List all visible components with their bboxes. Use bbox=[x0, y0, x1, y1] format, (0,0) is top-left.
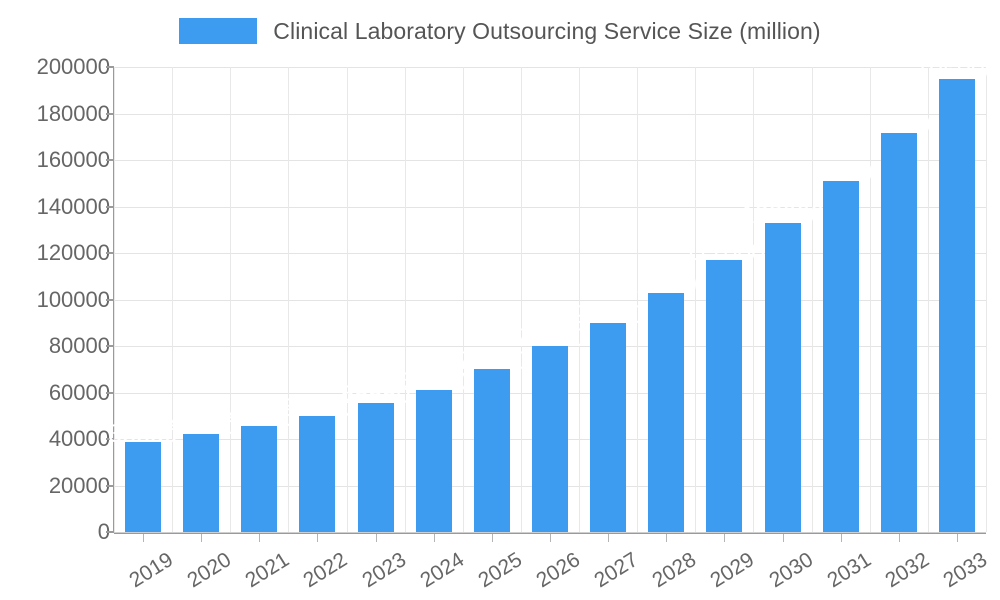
x-axis-tick-mark bbox=[259, 534, 261, 542]
bar[interactable] bbox=[764, 222, 801, 532]
y-axis-tick-mark bbox=[106, 112, 114, 115]
gridline bbox=[114, 113, 986, 115]
vertical-gridline bbox=[986, 67, 987, 532]
y-axis-tick-mark bbox=[106, 298, 114, 301]
x-axis-line bbox=[114, 532, 986, 534]
y-axis-tick-mark bbox=[106, 66, 114, 68]
x-axis-tick-label: 2030 bbox=[764, 548, 817, 593]
x-axis-tick-mark bbox=[143, 534, 145, 542]
x-axis-tick-mark bbox=[317, 534, 319, 542]
y-axis-tick-label: 160000 bbox=[36, 147, 110, 172]
vertical-gridline bbox=[114, 67, 115, 532]
vertical-gridline bbox=[869, 67, 871, 532]
gridline bbox=[114, 532, 986, 533]
y-axis-tick-mark bbox=[106, 205, 114, 208]
y-axis-tick-label: 140000 bbox=[36, 193, 110, 219]
gridline bbox=[114, 299, 986, 301]
y-axis-tick-mark bbox=[106, 391, 114, 394]
x-axis-tick-label: 2028 bbox=[648, 548, 701, 593]
x-axis-tick-mark bbox=[956, 534, 958, 542]
y-axis-tick-label: 100000 bbox=[36, 286, 110, 312]
y-axis-tick-label: 80000 bbox=[48, 333, 110, 358]
vertical-gridline bbox=[579, 67, 581, 532]
x-axis-tick-label: 2029 bbox=[706, 548, 759, 593]
bar[interactable] bbox=[299, 415, 336, 532]
x-axis-tick-label: 2024 bbox=[416, 548, 468, 593]
vertical-gridline bbox=[927, 67, 929, 532]
bar[interactable] bbox=[880, 133, 917, 532]
x-axis-tick-label: 2020 bbox=[183, 548, 236, 593]
x-axis-tick-label: 2033 bbox=[939, 548, 992, 593]
y-axis-tick-label: 0 bbox=[97, 519, 110, 544]
y-axis-tick-label: 180000 bbox=[36, 100, 110, 126]
x-axis-tick-mark bbox=[375, 534, 377, 542]
x-axis-tick-mark bbox=[491, 534, 493, 542]
y-axis-tick-label: 120000 bbox=[36, 240, 110, 265]
vertical-gridline bbox=[811, 67, 813, 532]
bar[interactable] bbox=[648, 292, 685, 532]
vertical-gridline bbox=[404, 67, 406, 532]
bar[interactable] bbox=[706, 259, 743, 532]
bar[interactable] bbox=[531, 346, 568, 532]
gridline bbox=[114, 67, 986, 68]
y-axis-tick-mark bbox=[106, 345, 114, 347]
legend-color-swatch bbox=[179, 18, 258, 44]
y-axis-tick-mark bbox=[106, 159, 114, 161]
y-axis-tick-mark bbox=[106, 252, 114, 254]
chart-legend: Clinical Laboratory Outsourcing Service … bbox=[0, 14, 1000, 48]
x-axis-tick-mark bbox=[666, 534, 668, 542]
x-axis-tick-mark bbox=[550, 534, 551, 542]
y-axis-tick-label: 60000 bbox=[48, 379, 110, 405]
y-axis-tick-label: 40000 bbox=[48, 426, 110, 451]
vertical-gridline bbox=[230, 67, 232, 532]
gridline bbox=[114, 206, 986, 208]
bar[interactable] bbox=[473, 369, 510, 532]
gridline bbox=[114, 160, 986, 161]
vertical-gridline bbox=[288, 67, 290, 532]
legend-label: Clinical Laboratory Outsourcing Service … bbox=[273, 17, 821, 44]
vertical-gridline bbox=[346, 67, 348, 532]
x-axis-tick-mark bbox=[782, 534, 784, 542]
vertical-gridline bbox=[695, 67, 697, 532]
x-axis-tick-label: 2027 bbox=[590, 548, 643, 593]
x-axis-tick-mark bbox=[840, 534, 842, 542]
vertical-gridline bbox=[462, 67, 464, 532]
x-axis-tick-mark bbox=[898, 534, 900, 542]
bar[interactable] bbox=[357, 402, 394, 532]
vertical-gridline bbox=[172, 67, 174, 532]
y-axis-tick-mark bbox=[106, 531, 114, 533]
y-axis-tick-label: 200000 bbox=[36, 54, 110, 79]
y-axis-tick-mark bbox=[106, 484, 114, 487]
x-axis-tick-label: 2019 bbox=[125, 548, 178, 593]
x-axis-tick-mark bbox=[201, 534, 203, 542]
bar[interactable] bbox=[183, 433, 220, 532]
x-axis-tick-label: 2021 bbox=[241, 548, 294, 593]
x-axis-tick-label: 2022 bbox=[299, 548, 352, 593]
plot-area: 38850 42200 45600 50050 55550 61150 70000 79950… bbox=[108, 57, 999, 533]
x-axis-tick-mark bbox=[608, 534, 610, 542]
bar[interactable] bbox=[590, 322, 627, 532]
x-axis-tick-label: 2023 bbox=[357, 548, 410, 593]
y-axis-tick-label: 20000 bbox=[48, 472, 110, 498]
bar[interactable] bbox=[822, 180, 859, 532]
bar[interactable] bbox=[938, 78, 975, 532]
vertical-gridline bbox=[753, 67, 755, 532]
x-axis-tick-label: 2026 bbox=[532, 548, 585, 593]
bar[interactable] bbox=[241, 425, 278, 532]
bar[interactable] bbox=[125, 441, 162, 532]
vertical-gridline bbox=[520, 67, 522, 532]
x-axis-tick-label: 2032 bbox=[881, 548, 933, 593]
x-axis-tick-label: 2031 bbox=[823, 548, 875, 593]
x-axis-tick-mark bbox=[724, 534, 726, 542]
x-axis-tick-label: 2025 bbox=[474, 548, 527, 593]
bar[interactable] bbox=[415, 389, 452, 532]
vertical-gridline bbox=[637, 67, 639, 532]
x-axis-tick-mark bbox=[433, 534, 435, 542]
gridline bbox=[114, 253, 986, 254]
y-axis-tick-mark bbox=[106, 438, 114, 440]
